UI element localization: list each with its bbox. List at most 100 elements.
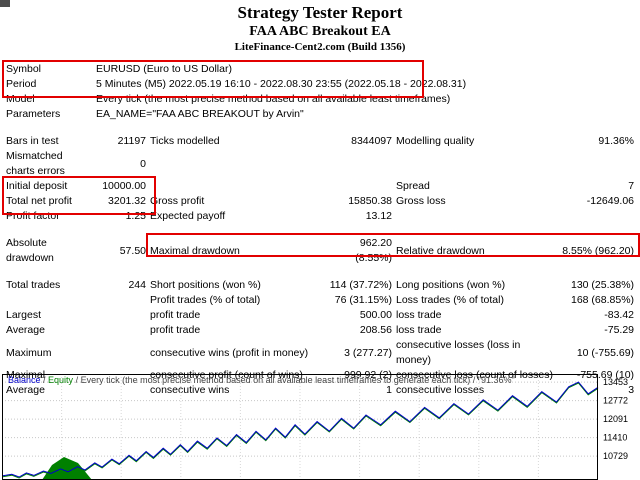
report-label: Gross loss <box>396 195 446 207</box>
legend-separator: / <box>40 375 49 385</box>
report-value: 208.56 <box>359 324 392 336</box>
report-label: Every tick (the most precise method base… <box>96 93 451 105</box>
balance-line <box>2 381 599 478</box>
report-row: Parameters EA_NAME="FAA ABC BREAKOUT by A… <box>4 107 636 122</box>
report-label: Loss trades (% of total) <box>396 294 504 306</box>
report-value: 3201.32 <box>108 195 146 207</box>
report-value <box>94 338 148 368</box>
report-value: 1 <box>386 384 392 396</box>
report-value: 21197 <box>117 135 146 147</box>
report-label <box>148 179 324 194</box>
report-label: Profit trades (% of total) <box>150 294 261 306</box>
report-label: Total trades <box>6 279 61 291</box>
report-header: Strategy Tester Report FAA ABC Breakout … <box>0 3 640 54</box>
lot-size-area <box>42 457 92 480</box>
ea-name-title: FAA ABC Breakout EA <box>249 24 391 39</box>
report-value <box>324 149 394 179</box>
y-axis-tick-label: 12772 <box>603 396 628 406</box>
report-label: Short positions (won %) <box>150 279 261 291</box>
report-label: Modelling quality <box>396 135 475 147</box>
report-value: 15850.38 <box>348 195 392 207</box>
report-value <box>560 149 636 179</box>
page-title: Strategy Tester Report <box>237 3 403 22</box>
report-label: Spread <box>396 180 430 192</box>
report-value: 8.55% (962.20) <box>562 244 635 257</box>
report-label <box>4 293 94 308</box>
report-value <box>94 293 148 308</box>
spacer-row <box>4 122 636 134</box>
report-value: 3 <box>628 384 635 396</box>
report-value: 500.00 <box>359 309 392 321</box>
legend-equity-label: Equity <box>48 375 74 385</box>
report-row: Bars in test 21197 Ticks modelled 8344097 Mo… <box>4 134 636 149</box>
report-row: Profit factor 1.25 Expected payoff 13.12 <box>4 209 636 224</box>
report-value: 91.36% <box>598 135 635 147</box>
balance-chart-svg: 13453 12772 12091 11410 10729 <box>2 374 628 480</box>
report-value: -12649.06 <box>586 195 635 207</box>
report-value: 57.50 <box>119 244 146 257</box>
report-label: Parameters <box>6 108 61 120</box>
report-label: Bars in test <box>6 135 59 147</box>
report-value: 168 (68.85%) <box>570 294 635 306</box>
report-label: Expected payoff <box>150 210 226 222</box>
y-axis-tick-label: 11410 <box>603 433 627 443</box>
report-value: 8344097 <box>351 135 392 147</box>
report-value: 1.25 <box>125 210 146 222</box>
y-axis-tick-label: 13453 <box>603 377 628 387</box>
report-label: Maximum <box>6 346 52 359</box>
report-label: Initial deposit <box>6 180 68 192</box>
report-label: consecutive losses <box>396 384 485 396</box>
report-row: Profit trades (% of total) 76 (31.15%) Los… <box>4 293 636 308</box>
report-label: Total net profit <box>6 195 72 207</box>
report-value: 10 (-755.69) <box>576 346 635 359</box>
report-value: 3 (277.27) <box>344 346 392 359</box>
report-value: 10000.00 <box>102 180 146 192</box>
report-label: Ticks modelled <box>150 135 220 147</box>
report-value: -755.69 (10) <box>576 369 635 381</box>
report-label: loss trade <box>396 309 442 321</box>
report-table: Symbol EURUSD (Euro to US Dollar) Period 5 … <box>4 62 636 398</box>
y-axis-tick-label: 12091 <box>603 414 628 424</box>
report-label: EURUSD (Euro to US Dollar) <box>96 63 232 75</box>
report-label: 5 Minutes (M5) 2022.05.19 16:10 - 2022.0… <box>96 78 467 90</box>
report-label: Symbol <box>6 63 42 75</box>
report-row: Mismatched charts errors 0 <box>4 149 636 179</box>
report-label: Relative drawdown <box>396 244 485 257</box>
chart-header-text: / Every tick (the most precise method ba… <box>73 375 515 385</box>
report-label <box>148 149 324 179</box>
report-row: Total trades 244 Short positions (won %) 11… <box>4 278 636 293</box>
report-value: 0 <box>140 157 146 170</box>
report-row: Period 5 Minutes (M5) 2022.05.19 16:10 - … <box>4 77 636 92</box>
report-value: 244 <box>128 279 146 291</box>
plot-border <box>2 374 598 480</box>
report-value <box>94 323 148 338</box>
report-value <box>560 209 636 224</box>
balance-chart: 13453 12772 12091 11410 10729 Balance / Equi… <box>2 374 638 480</box>
report-label <box>394 209 560 224</box>
report-row: Symbol EURUSD (Euro to US Dollar) <box>4 62 636 77</box>
report-label: Absolute drawdown <box>6 237 54 264</box>
equity-line <box>2 382 599 479</box>
report-label: profit trade <box>150 324 201 336</box>
report-label: Largest <box>6 309 42 321</box>
report-value: -83.42 <box>604 309 635 321</box>
report-value: 130 (25.38%) <box>570 279 635 291</box>
report-row: Initial deposit 10000.00 Spread 7 <box>4 179 636 194</box>
report-row: Average profit trade 208.56 loss trade -75.2… <box>4 323 636 338</box>
report-label: Average <box>6 324 45 336</box>
report-label: Average <box>6 384 45 396</box>
report-label: consecutive wins (profit in money) <box>150 346 309 359</box>
report-label: consecutive wins <box>150 384 230 396</box>
report-value: -75.29 <box>604 324 635 336</box>
report-row: Average consecutive wins 1 consecutive loss… <box>4 383 636 398</box>
report-label: profit trade <box>150 309 201 321</box>
report-body: Symbol EURUSD (Euro to US Dollar) Period 5 … <box>4 62 636 398</box>
y-axis-tick-label: 10729 <box>603 451 628 461</box>
report-value: 13.12 <box>365 210 392 222</box>
spacer-row <box>4 266 636 278</box>
chart-header: Balance / Equity / Every tick (the most … <box>8 375 573 386</box>
report-value <box>94 308 148 323</box>
report-label: Mismatched charts errors <box>6 150 65 177</box>
report-row: Absolute drawdown 57.50 Maximal drawdown 96… <box>4 236 636 266</box>
